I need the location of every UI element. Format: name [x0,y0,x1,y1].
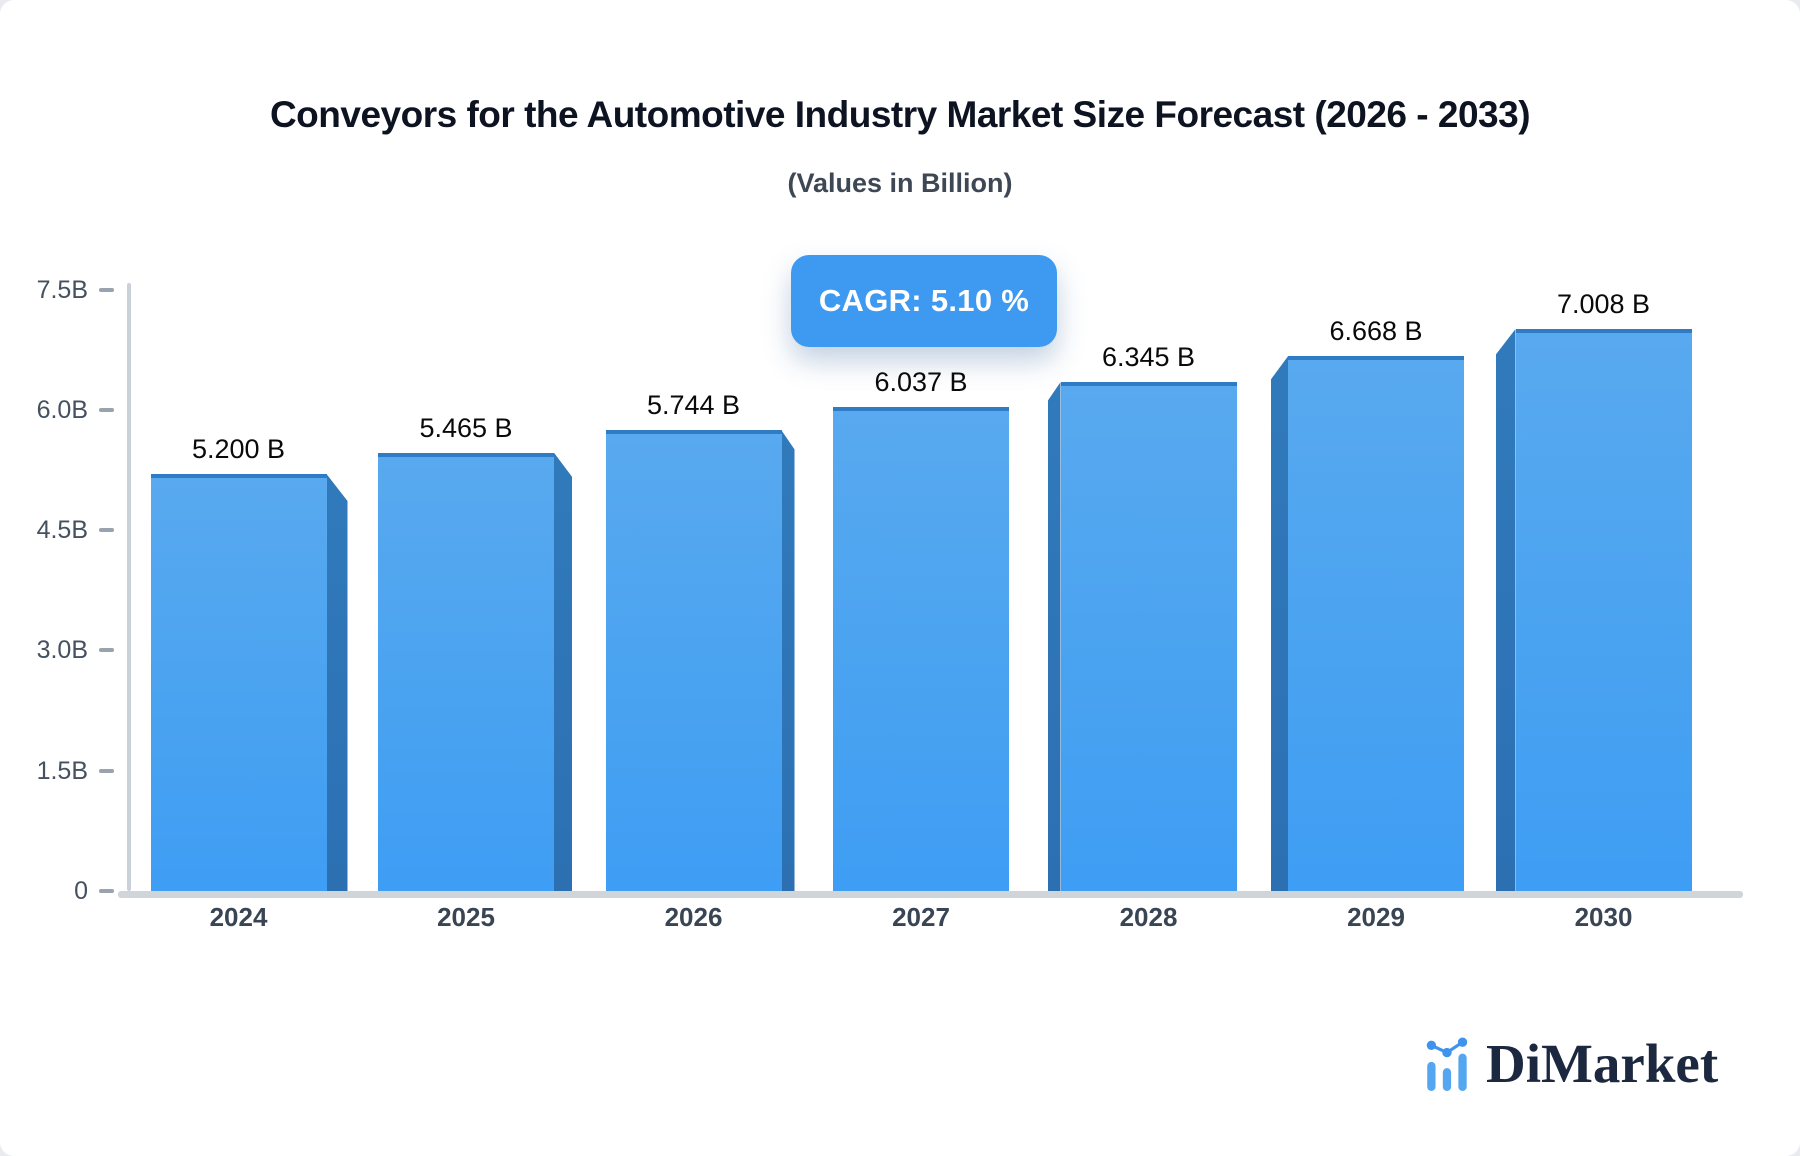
bar-chart-sparkline-icon [1426,1037,1468,1091]
bar-value-label: 5.465 B [419,412,513,443]
x-axis-label: 2024 [209,902,268,932]
x-axis-label: 2028 [1119,902,1178,932]
bar-value-label: 6.345 B [1101,342,1196,373]
chart-subtitle: (Values in Billion) [787,168,1013,198]
x-axis-label: 2030 [1574,902,1633,932]
brand-logo-text: DiMarket [1486,1033,1719,1094]
bar[interactable] [605,430,782,891]
bar-side-face [1271,356,1288,891]
bar[interactable] [1060,382,1237,891]
y-tick-label: 7.5B [36,275,88,304]
brand-logo: DiMarket [1424,1036,1718,1091]
y-tick-mark [99,648,114,653]
bar-side-face [1495,328,1516,891]
x-axis-label: 2026 [664,902,723,932]
x-axis-label: 2025 [437,902,495,932]
y-tick-mark [99,889,114,893]
bar-side-face [326,473,348,891]
x-axis-baseline [118,891,1743,898]
bar[interactable] [378,452,554,891]
x-axis-label: 2029 [1347,902,1405,932]
chart-title: Conveyors for the Automotive Industry Ma… [269,94,1531,135]
bar-side-face [554,452,572,891]
bar[interactable] [1288,356,1464,891]
bar[interactable] [833,406,1009,891]
y-tick-label: 3.0B [36,636,88,665]
bar[interactable] [1515,328,1692,891]
y-tick-mark [99,768,114,773]
y-tick-label: 6.0B [36,395,88,424]
bar-side-face [1047,382,1061,891]
y-tick-mark [99,528,114,533]
bar-value-label: 5.744 B [646,390,741,421]
y-tick-label: 0 [74,877,88,905]
bar-value-label: 6.668 B [1329,316,1423,347]
bar-value-label: 7.008 B [1556,288,1651,319]
y-tick-label: 4.5B [36,516,88,545]
y-tick-label: 1.5B [36,756,88,785]
y-tick-mark [99,407,114,412]
y-tick-mark [99,287,114,292]
bar-side-face [781,430,795,891]
x-axis-label: 2027 [892,902,950,932]
cagr-badge: CAGR: 5.10 % [791,255,1057,347]
bar-value-label: 6.037 B [874,366,968,397]
cagr-badge-label: CAGR: 5.10 % [818,283,1030,318]
y-axis-line [127,283,131,891]
bar-value-label: 5.200 B [191,433,286,464]
bar[interactable] [150,473,327,891]
